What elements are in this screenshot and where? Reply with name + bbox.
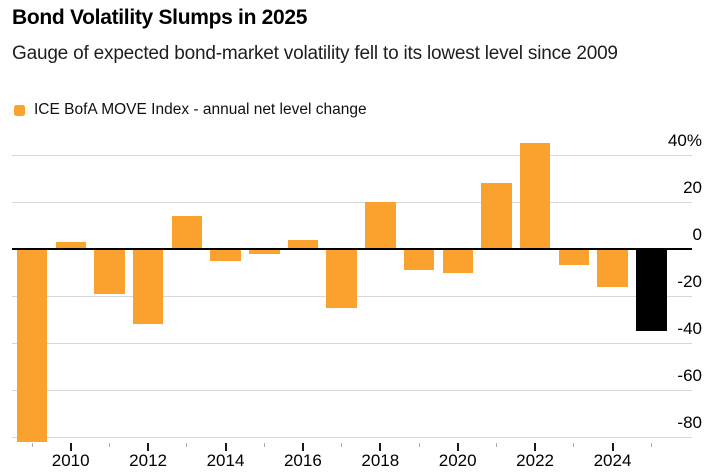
gridline--60	[12, 390, 692, 391]
bar-2017	[326, 249, 357, 308]
x-axis-label-2022: 2022	[516, 451, 555, 470]
x-axis-label-2014: 2014	[206, 451, 245, 470]
x-axis-tick-2014	[224, 443, 227, 451]
x-axis-label-2024: 2024	[593, 451, 632, 470]
bar-2024	[597, 249, 628, 287]
legend-label: ICE BofA MOVE Index - annual net level c…	[34, 101, 367, 118]
x-axis-tick-2022	[534, 443, 537, 451]
x-axis-label-2020: 2020	[438, 451, 477, 470]
y-axis-label-0: 0	[692, 225, 702, 244]
gridline--80	[12, 437, 692, 438]
bar-2023	[558, 249, 590, 266]
x-axis-label-2016: 2016	[283, 451, 322, 470]
bar-2022	[519, 143, 551, 250]
y-axis-label-20: 20	[683, 178, 702, 197]
x-axis-tick-2024	[611, 443, 614, 451]
y-axis-label--80: -80	[677, 413, 702, 432]
zero-line	[12, 248, 692, 250]
x-axis-tick-2012	[147, 443, 150, 451]
bar-2013	[171, 216, 203, 249]
chart-subtitle: Gauge of expected bond-market volatility…	[12, 43, 618, 64]
bar-2021	[481, 183, 512, 249]
x-axis-tick-2023	[573, 443, 575, 447]
x-axis-tick-2017	[341, 443, 343, 447]
legend-swatch-icon	[14, 104, 25, 116]
x-axis-tick-2025	[650, 443, 652, 447]
x-axis-tick-2009	[31, 443, 33, 447]
y-axis-label--20: -20	[677, 272, 702, 291]
x-axis-label-2018: 2018	[361, 451, 400, 470]
bar-2018	[365, 202, 396, 249]
x-axis-tick-2019	[418, 443, 420, 447]
x-axis-tick-2016	[301, 443, 304, 451]
chart-title: Bond Volatility Slumps in 2025	[12, 6, 308, 29]
x-axis-tick-2015	[263, 443, 265, 447]
y-axis-label-40: 40%	[667, 131, 702, 150]
bar-2015	[249, 249, 280, 254]
x-axis-tick-2011	[108, 443, 110, 447]
x-axis-label-2010: 2010	[51, 451, 90, 470]
y-axis-label--60: -60	[677, 366, 702, 385]
bar-2014	[210, 249, 241, 261]
bar-2019	[403, 249, 435, 271]
bar-2009	[16, 249, 48, 442]
x-axis-tick-2010	[69, 443, 72, 451]
x-axis-tick-2021	[495, 443, 497, 447]
y-axis-label--40: -40	[677, 319, 702, 338]
bar-2012	[132, 249, 164, 325]
gridline-40	[12, 155, 692, 156]
x-axis-tick-2013	[186, 443, 188, 447]
gridline--40	[12, 343, 692, 344]
x-axis-tick-2020	[456, 443, 459, 451]
bar-2025	[636, 249, 667, 332]
x-axis-label-2012: 2012	[129, 451, 168, 470]
bar-2010	[55, 241, 86, 249]
legend: ICE BofA MOVE Index - annual net level c…	[14, 101, 367, 119]
x-axis-tick-2018	[379, 443, 382, 451]
gridline-20	[12, 202, 692, 203]
bar-2011	[94, 249, 125, 294]
bar-2016	[287, 239, 319, 249]
bar-2020	[442, 249, 473, 273]
